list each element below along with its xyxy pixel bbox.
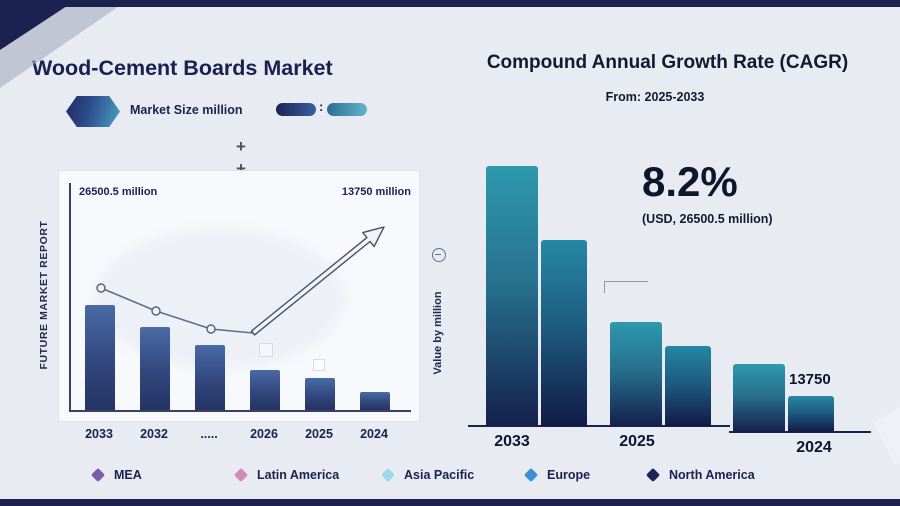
legend-item-asia-pacific: Asia Pacific [380,464,475,486]
legend-diamond-icon [90,467,106,483]
legend-diamond-icon [645,467,661,483]
capsule-teal-decoration [327,103,367,116]
legend-label: Latin America [257,468,340,482]
market-size-bar-2024 [360,392,390,410]
legend-item-mea: MEA [90,464,142,486]
market-size-x-label: 2026 [250,427,278,441]
market-size-hexagon-icon [66,96,120,127]
market-size-x-label: 2032 [140,427,168,441]
capsule-navy-decoration [276,103,316,116]
cagr-bar-2025-1 [610,322,662,426]
market-size-x-label: ..... [200,427,218,441]
legend-diamond-icon [233,467,249,483]
legend-diamond-icon [380,467,396,483]
legend-diamond-icon [523,467,539,483]
market-size-y-axis-label: FUTURE MARKET REPORT [38,220,50,370]
chart-end-value-label: 13750 million [341,186,411,198]
cagr-bar-2024-2 [788,395,834,432]
chart-start-value-label: 26500.5 million [79,186,158,198]
cagr-percentage: 8.2% [642,158,738,205]
market-size-bar-..... [195,344,225,410]
market-size-chart: 26500.5 million 13750 million [58,170,420,422]
top-border-strip [0,0,900,7]
trend-line-arrow-icon [96,226,385,336]
cagr-baseline [468,425,730,427]
legend-item-europe: Europe [523,464,591,486]
plus-icon: + [236,159,246,178]
cagr-title: Compound Annual Growth Rate (CAGR) [486,52,849,73]
cagr-bar-2025-2 [665,345,711,426]
market-size-x-label: 2025 [305,427,333,441]
capsule-separator: : [319,99,324,114]
legend-item-latin-america: Latin America [233,464,340,486]
market-size-x-label: 2024 [360,427,388,441]
cagr-bar-2033-1 [486,166,538,426]
ghost-square-decoration [259,343,273,357]
market-size-legend-label: Market Size million [130,103,243,117]
legend-label: MEA [114,468,142,482]
circle-dash-icon [432,248,446,262]
cagr-x-label-2025: 2025 [619,433,655,450]
legend-label: North America [669,468,755,482]
step-line-decoration [604,281,648,293]
page-title: Wood-Cement Boards Market [32,56,333,80]
legend-item-north-america: North America [645,464,755,486]
market-size-x-labels: 2033 2032..... 2026 2025 2024 [58,427,420,445]
ghost-square-decoration [313,359,325,371]
cagr-y-axis-label: Value by million [432,291,444,375]
cagr-baseline-2024 [729,431,871,433]
legend-label: Asia Pacific [404,468,475,482]
cagr-usd-detail: (USD, 26500.5 million) [642,212,773,226]
market-size-bar-2032 [140,326,170,410]
cagr-subtitle: From: 2025-2033 [605,90,705,104]
y-axis-line [69,183,71,412]
x-axis-line [69,410,411,412]
cagr-x-label-2033: 2033 [494,433,530,450]
bottom-legend: MEA Latin America Asia Pacific Europe North … [0,464,900,486]
cagr-bar-2033-2 [541,239,587,426]
legend-label: Europe [547,468,591,482]
market-size-bar-2033 [85,305,115,410]
plus-icon: + [236,137,246,156]
market-size-x-label: 2033 [85,427,113,441]
value-callout-13750: 13750 [789,371,831,388]
market-size-bar-2025 [305,378,335,410]
cagr-x-label-2024: 2024 [796,439,832,456]
market-size-bar-2026 [250,370,280,410]
cagr-bar-2024-1 [733,364,785,432]
bottom-border-strip [0,499,900,506]
